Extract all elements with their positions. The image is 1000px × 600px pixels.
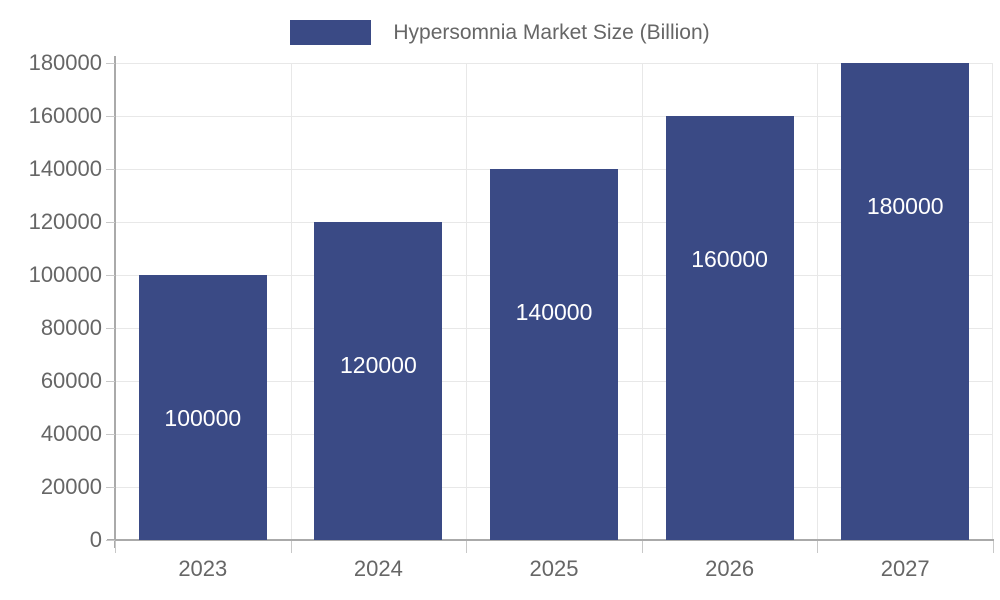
bar[interactable]	[841, 63, 970, 540]
bar-value-label: 100000	[164, 405, 242, 431]
y-axis-labels: 0 20000 40000 60000 80000 100000 120000 140000 1…	[0, 0, 102, 600]
gridline-horizontal	[115, 116, 993, 117]
x-axis-tick	[466, 541, 468, 553]
x-axis-tick	[290, 541, 292, 553]
x-axis-tick-label: 2025	[529, 556, 579, 581]
y-axis-tick	[106, 381, 115, 382]
bar[interactable]	[138, 275, 267, 540]
legend-label: Hypersomnia Market Size (Billion)	[393, 20, 710, 44]
bar[interactable]	[665, 116, 794, 540]
y-axis-tick	[106, 222, 115, 223]
y-axis-tick-label: 40000	[40, 421, 102, 446]
x-axis-tick-label: 2024	[353, 556, 403, 581]
y-axis-tick-label: 100000	[28, 262, 102, 287]
gridline-vertical	[290, 63, 292, 540]
chart-legend: Hypersomnia Market Size (Billion)	[0, 10, 1000, 54]
gridline-vertical	[817, 63, 819, 540]
x-axis-tick	[993, 541, 994, 553]
legend-swatch-icon	[290, 19, 372, 45]
y-axis-tick-label: 160000	[28, 103, 102, 128]
bar-value-label: 160000	[691, 246, 768, 272]
y-axis-line	[114, 56, 116, 548]
y-axis-tick-label: 0	[89, 527, 102, 552]
x-axis-tick	[817, 541, 819, 553]
legend-item-hypersomnia-market-size[interactable]: Hypersomnia Market Size (Billion)	[290, 19, 710, 45]
y-axis-tick	[106, 116, 115, 117]
bar[interactable]	[314, 222, 443, 540]
x-axis-line	[107, 539, 994, 541]
y-axis-tick	[106, 275, 115, 276]
y-axis-tick	[106, 487, 115, 488]
y-axis-tick	[106, 63, 115, 64]
bar-value-label: 140000	[515, 299, 593, 325]
gridline-horizontal	[115, 63, 993, 64]
bar-value-label: 180000	[866, 193, 944, 219]
y-axis-tick	[106, 169, 115, 170]
y-axis-tick	[106, 328, 115, 329]
bar[interactable]	[490, 169, 618, 540]
y-axis-tick-label: 140000	[28, 156, 102, 181]
y-axis-tick-label: 180000	[28, 50, 102, 75]
y-axis-tick-label: 80000	[40, 315, 102, 340]
x-axis-tick-label: 2027	[880, 556, 930, 581]
y-axis-tick-label: 20000	[40, 474, 102, 499]
x-axis-tick-label: 2023	[178, 556, 228, 581]
y-axis-tick-label: 60000	[40, 368, 102, 393]
x-axis-tick-label: 2026	[705, 556, 755, 581]
x-axis-tick	[115, 541, 116, 553]
gridline-vertical	[466, 63, 468, 540]
bar-value-label: 120000	[340, 352, 417, 378]
y-axis-tick	[106, 540, 115, 541]
y-axis-tick-label: 120000	[28, 209, 102, 234]
gridline-vertical	[641, 63, 643, 540]
x-axis-tick	[641, 541, 643, 553]
gridline-vertical	[992, 63, 993, 540]
y-axis-tick	[106, 434, 115, 435]
